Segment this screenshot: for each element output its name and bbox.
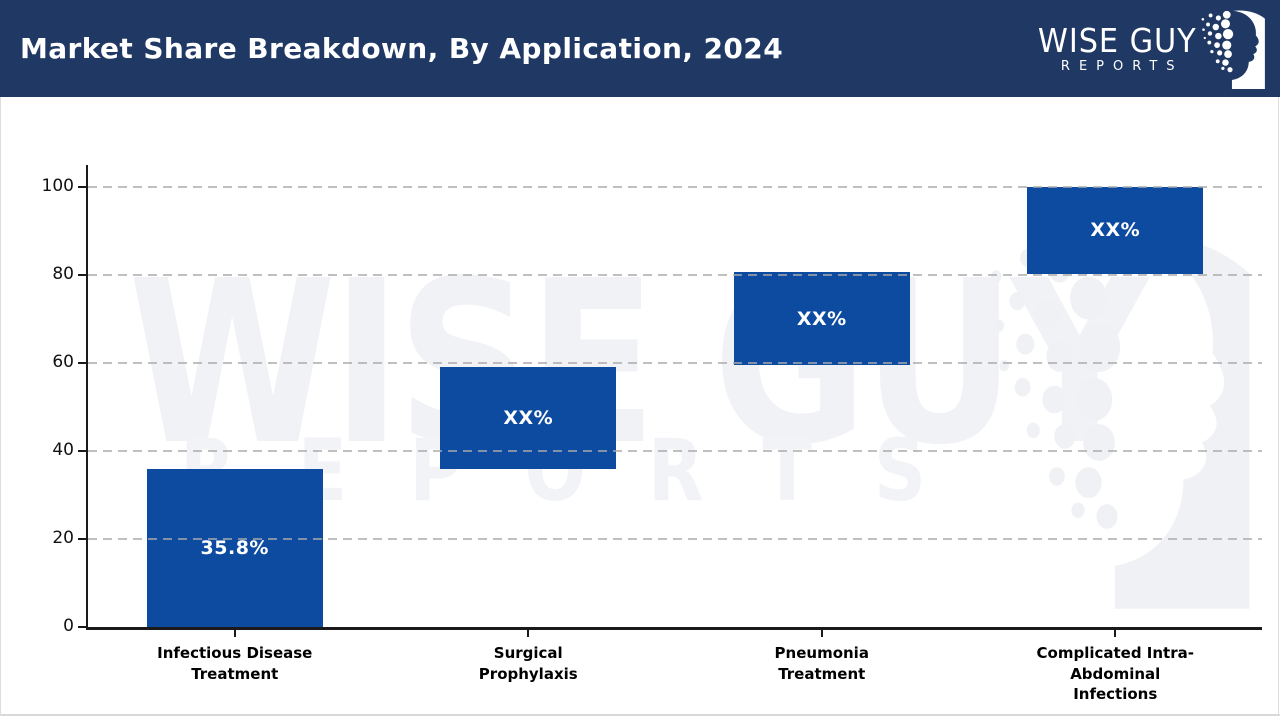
- page-right-border: [1278, 97, 1279, 716]
- grid-line: [88, 186, 1262, 188]
- x-tick-mark: [820, 629, 823, 637]
- y-tick-mark: [78, 626, 86, 628]
- bar-value-label: 35.8%: [200, 537, 269, 560]
- brand-wordmark-primary: WISE GUY: [1038, 21, 1198, 60]
- brand-wordmark-secondary: REPORTS: [1060, 59, 1184, 74]
- x-tick-mark: [233, 629, 236, 637]
- x-tick-mark: [1114, 629, 1117, 637]
- y-tick-mark: [78, 450, 86, 452]
- x-axis-category-label: Pneumonia Treatment: [774, 644, 869, 683]
- watermark-wordmark-primary: WISE GUY: [128, 233, 1148, 495]
- brand-logo: WISE GUY REPORTS: [1031, 7, 1266, 91]
- y-tick-mark: [78, 362, 86, 364]
- y-axis-line: [86, 165, 88, 629]
- y-tick-label: 80: [52, 264, 74, 284]
- grid-line: [88, 538, 1262, 540]
- bar-segment: 35.8%: [146, 469, 323, 627]
- bar-value-label: XX%: [796, 307, 847, 330]
- x-axis-category-label: Infectious Disease Treatment: [157, 644, 313, 683]
- brand-wordmark: WISE GUY REPORTS: [1031, 24, 1204, 73]
- header-bar: Market Share Breakdown, By Application, …: [0, 0, 1280, 97]
- bar-segment: XX%: [1027, 187, 1204, 274]
- y-tick-label: 60: [52, 352, 74, 372]
- chart-plot-area: 0 20 40 60 80 100 35.8% XX% XX% XX% Infectious Dis…: [0, 97, 1280, 720]
- y-tick-label: 0: [63, 616, 74, 636]
- x-tick-mark: [527, 629, 530, 637]
- grid-line: [88, 450, 1262, 452]
- x-axis-line: [86, 627, 1262, 630]
- grid-line: [88, 274, 1262, 276]
- x-axis-category-label: Surgical Prophylaxis: [478, 644, 578, 683]
- bar-value-label: XX%: [1090, 219, 1141, 242]
- y-tick-label: 20: [52, 528, 74, 548]
- bar-segment: XX%: [733, 272, 910, 365]
- grid-line: [88, 362, 1262, 364]
- x-axis-category-label: Complicated Intra- Abdominal Infections: [1036, 644, 1194, 704]
- y-tick-label: 40: [52, 440, 74, 460]
- page-title: Market Share Breakdown, By Application, …: [20, 32, 784, 65]
- page-left-border: [0, 97, 1, 716]
- bar-segment: XX%: [440, 366, 617, 470]
- bar-value-label: XX%: [503, 406, 554, 429]
- watermark-face-icon: [991, 234, 1250, 609]
- y-tick-label: 100: [41, 176, 74, 196]
- y-tick-mark: [78, 186, 86, 188]
- y-tick-mark: [78, 274, 86, 276]
- y-tick-mark: [78, 538, 86, 540]
- face-dots-icon: [1201, 10, 1265, 89]
- page-bottom-border: [0, 714, 1280, 716]
